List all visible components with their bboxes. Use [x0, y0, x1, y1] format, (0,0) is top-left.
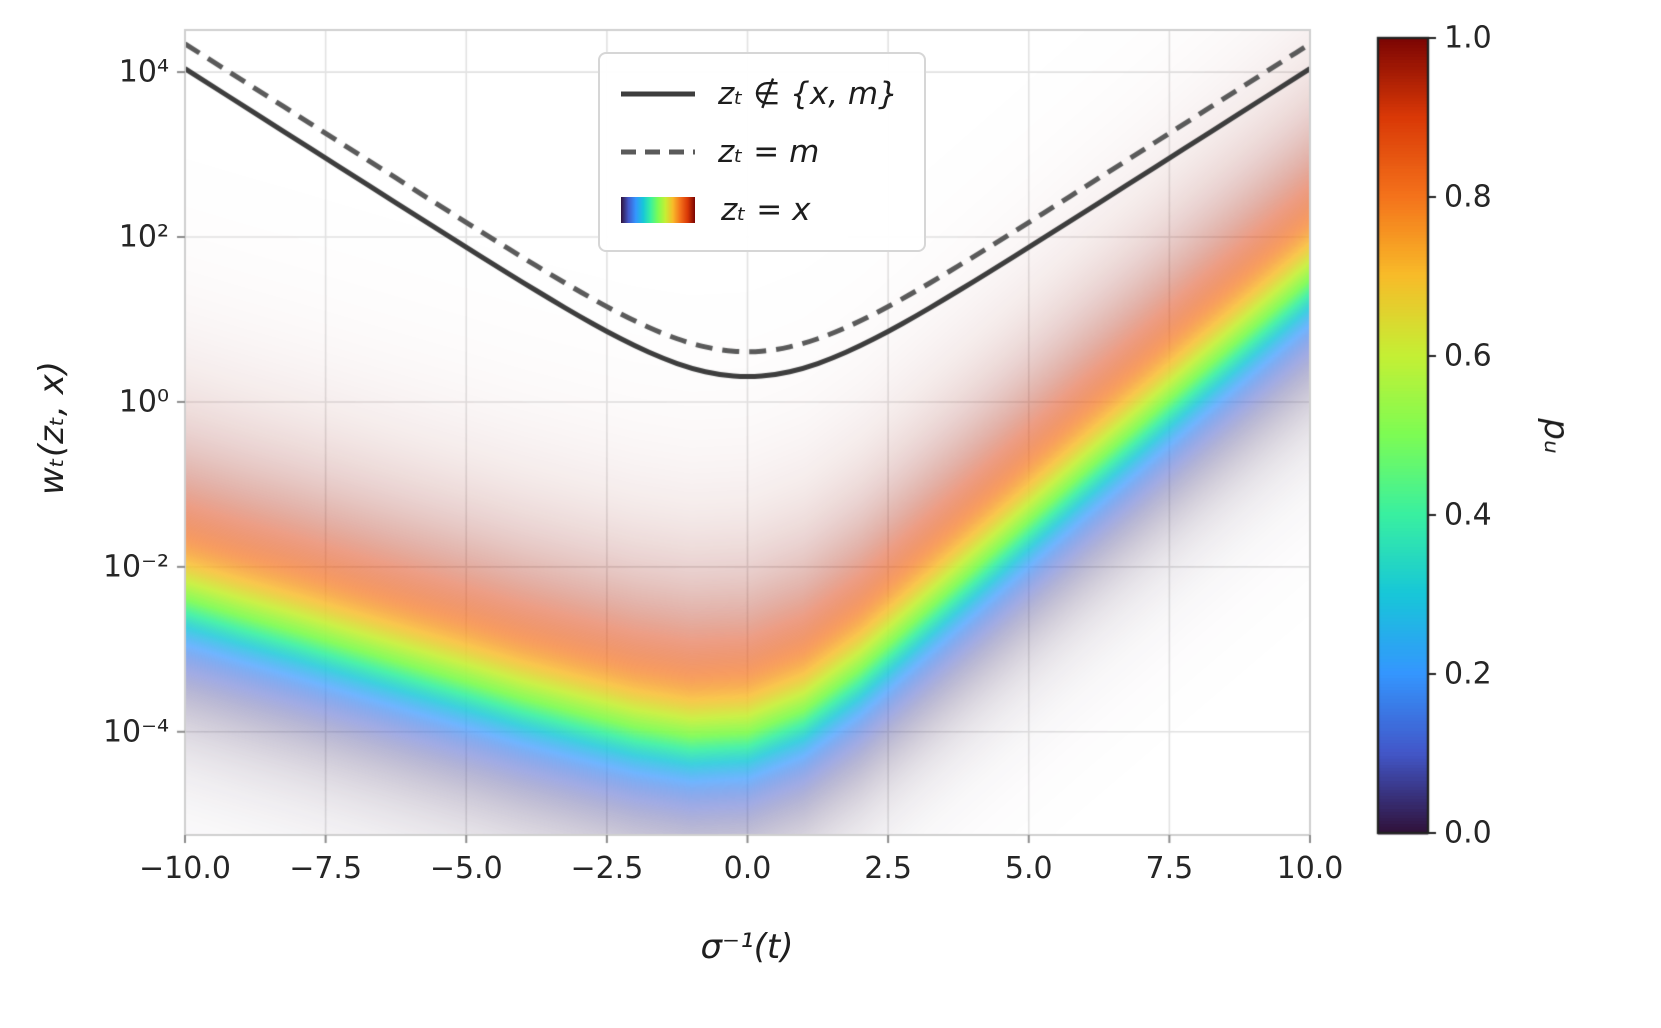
- legend-entry-solid: zₜ ∉ {x, m}: [618, 68, 898, 120]
- legend-entry-dashed: zₜ = m: [618, 126, 898, 178]
- colorbar-tick-label: 1.0: [1444, 20, 1492, 56]
- y-tick-label: 10⁴: [118, 54, 169, 90]
- y-axis-label: wₜ(zₜ, x): [32, 361, 72, 495]
- x-tick-label: 5.0: [1004, 851, 1053, 886]
- colorbar-tick-label: 0.0: [1444, 815, 1492, 851]
- colorbar-label: pᵤ: [1536, 418, 1576, 454]
- y-tick-label: 10²: [118, 219, 169, 255]
- legend: zₜ ∉ {x, m} zₜ = m zₜ = x: [598, 52, 926, 252]
- y-tick-label: 10⁻²: [102, 549, 169, 585]
- x-tick-label: 0.0: [723, 851, 772, 886]
- legend-label-rainbow: zₜ = x: [721, 192, 811, 228]
- y-tick-label: 10⁻⁴: [102, 714, 169, 750]
- x-tick-label: 2.5: [864, 851, 912, 886]
- x-tick-label: −2.5: [570, 851, 644, 886]
- solid-line-icon: [621, 91, 695, 97]
- colorbar-tick-label: 0.8: [1444, 179, 1492, 215]
- x-tick-label: −5.0: [429, 851, 503, 886]
- colorbar-tick-label: 0.4: [1444, 497, 1492, 533]
- colorbar-tick-label: 0.6: [1444, 338, 1492, 374]
- y-tick-label: 10⁰: [118, 384, 169, 420]
- x-axis-label: σ⁻¹(t): [700, 927, 794, 967]
- legend-label-dashed: zₜ = m: [718, 134, 820, 170]
- x-tick-label: −10.0: [139, 851, 231, 886]
- x-tick-label: 10.0: [1276, 851, 1344, 886]
- dashed-line-icon: [621, 149, 695, 155]
- rainbow-gradient-icon: [621, 197, 695, 223]
- x-tick-label: 7.5: [1145, 851, 1194, 886]
- legend-label-solid: zₜ ∉ {x, m}: [718, 76, 898, 112]
- x-tick-label: −7.5: [289, 851, 363, 886]
- colorbar-tick-label: 0.2: [1444, 656, 1492, 692]
- legend-entry-rainbow: zₜ = x: [618, 184, 898, 236]
